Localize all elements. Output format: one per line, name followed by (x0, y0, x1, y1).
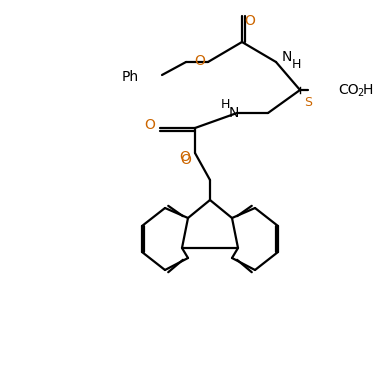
Text: Ph: Ph (122, 70, 138, 84)
Text: O: O (145, 118, 156, 132)
Text: O: O (195, 54, 205, 68)
Text: O: O (179, 150, 190, 164)
Text: H: H (291, 57, 301, 70)
Text: H: H (220, 98, 230, 112)
Text: 2: 2 (357, 88, 363, 98)
Text: H: H (363, 83, 373, 97)
Text: O: O (244, 14, 255, 28)
Text: O: O (181, 153, 192, 167)
Text: N: N (282, 50, 292, 64)
Text: N: N (229, 106, 239, 120)
Text: CO: CO (338, 83, 359, 97)
Text: S: S (304, 97, 312, 110)
